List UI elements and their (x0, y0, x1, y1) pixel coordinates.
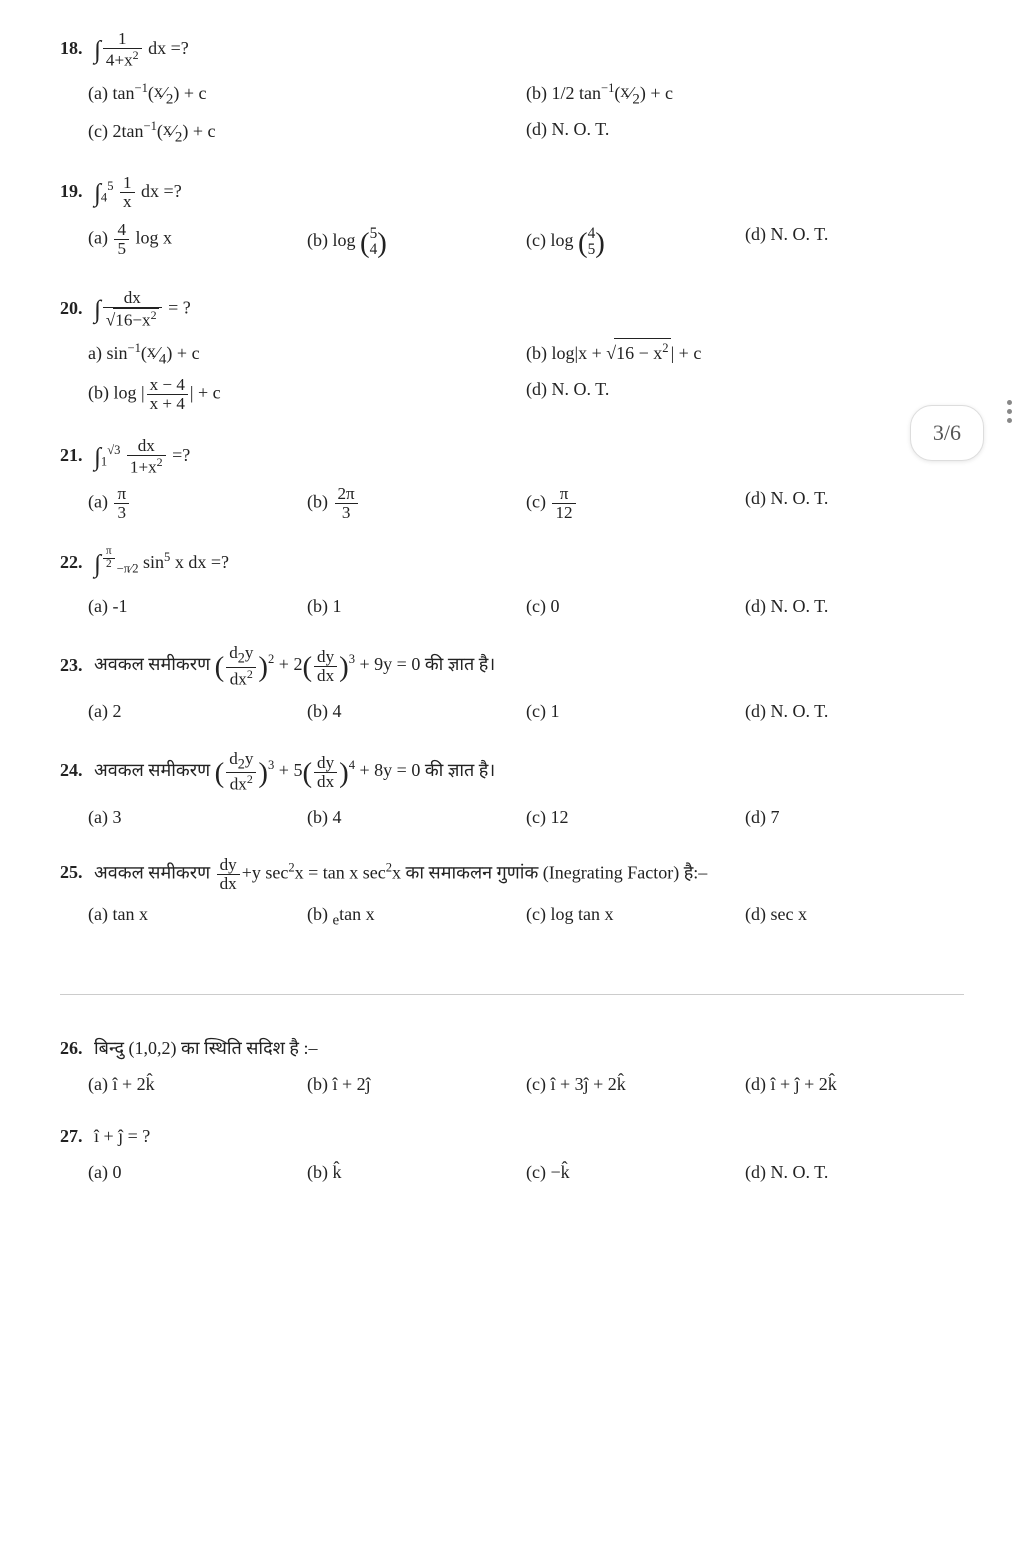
option: (b) î + 2ĵ (307, 1069, 526, 1101)
question-stem: ∫45 1x dx =? (94, 174, 182, 213)
option: (b) 4 (307, 802, 526, 834)
option-row: a) sin−1(x⁄4) + c(b) log|x + √16 − x2| +… (60, 336, 964, 415)
option: (b) log (54) (307, 219, 526, 268)
option: (d) N. O. T. (745, 591, 964, 623)
option: (d) N. O. T. (745, 696, 964, 728)
question-number: 21. (60, 442, 88, 470)
question-stem: ∫π2−π⁄2 sin5 x dx =? (94, 545, 229, 584)
option: (b) k̂ (307, 1157, 526, 1189)
option: (a) 3 (88, 802, 307, 834)
option: a) sin−1(x⁄4) + c (88, 336, 526, 374)
question-number: 26. (60, 1035, 88, 1063)
option: (c) −k̂ (526, 1157, 745, 1189)
question: 23.अवकल समीकरण (d2ydx2)2 + 2(dydx)3 + 9y… (60, 644, 964, 728)
question: 20.∫dx√16−x2 = ? a) sin−1(x⁄4) + c(b) log… (60, 289, 964, 414)
option-row: (a) π3(b) 2π3(c) π12(d) N. O. T. (60, 483, 964, 524)
option-row: (a) 45 log x(b) log (54)(c) log (45)(d) … (60, 219, 964, 268)
option: (a) 0 (88, 1157, 307, 1189)
option: (d) 7 (745, 802, 964, 834)
question: 24.अवकल समीकरण (d2ydx2)3 + 5(dydx)4 + 8y… (60, 750, 964, 834)
option: (d) N. O. T. (745, 483, 964, 524)
option: (b) 2π3 (307, 483, 526, 524)
option: (b) etan x (307, 899, 526, 935)
option: (c) log tan x (526, 899, 745, 935)
option: (b) 1 (307, 591, 526, 623)
question: 21.∫1√3 dx1+x2 =? (a) π3(b) 2π3(c) π12(d)… (60, 437, 964, 524)
question-stem: ∫dx√16−x2 = ? (94, 289, 191, 330)
question: 26.बिन्दु (1,0,2) का स्थिति सदिश है :– (a… (60, 1035, 964, 1101)
question-stem: ∫1√3 dx1+x2 =? (94, 437, 190, 477)
option: (b) 1/2 tan−1(x⁄2) + c (526, 76, 964, 114)
option: (c) î + 3ĵ + 2k̂ (526, 1069, 745, 1101)
option: (c) 12 (526, 802, 745, 834)
question-number: 18. (60, 35, 88, 63)
option: (d) sec x (745, 899, 964, 935)
option-row: (a) 0(b) k̂(c) −k̂(d) N. O. T. (60, 1157, 964, 1189)
option-row: (a) 3(b) 4(c) 12(d) 7 (60, 802, 964, 834)
question: 22.∫π2−π⁄2 sin5 x dx =? (a) -1(b) 1(c) 0(… (60, 545, 964, 622)
option: (b) log |x − 4x + 4| + c (88, 374, 526, 415)
option-row: (a) tan−1(x⁄2) + c(b) 1/2 tan−1(x⁄2) + c… (60, 76, 964, 152)
option: (c) log (45) (526, 219, 745, 268)
option: (a) -1 (88, 591, 307, 623)
option-row: (a) -1(b) 1(c) 0(d) N. O. T. (60, 591, 964, 623)
question-number: 23. (60, 652, 88, 680)
question-number: 24. (60, 757, 88, 785)
question-stem: अवकल समीकरण dydx+y sec2x = tan x sec2x क… (94, 856, 707, 893)
option: (d) N. O. T. (526, 374, 964, 415)
question-stem: अवकल समीकरण (d2ydx2)2 + 2(dydx)3 + 9y = … (94, 644, 495, 690)
question-stem: î + ĵ = ? (94, 1123, 150, 1151)
option: (d) î + ĵ + 2k̂ (745, 1069, 964, 1101)
page-indicator: 3/6 (910, 405, 984, 461)
option: (a) 2 (88, 696, 307, 728)
option: (c) 1 (526, 696, 745, 728)
menu-dots-icon[interactable] (1007, 400, 1012, 423)
option: (d) N. O. T. (745, 1157, 964, 1189)
option: (c) 2tan−1(x⁄2) + c (88, 114, 526, 152)
option: (a) π3 (88, 483, 307, 524)
option: (b) log|x + √16 − x2| + c (526, 336, 964, 374)
question-number: 22. (60, 549, 88, 577)
option: (c) 0 (526, 591, 745, 623)
option: (b) 4 (307, 696, 526, 728)
question: 27.î + ĵ = ? (a) 0(b) k̂(c) −k̂(d) N. O. … (60, 1123, 964, 1189)
option: (c) π12 (526, 483, 745, 524)
question-list: 18.∫14+x2 dx =? (a) tan−1(x⁄2) + c(b) 1/2… (60, 30, 964, 1189)
option: (d) N. O. T. (526, 114, 964, 152)
option-row: (a) î + 2k̂(b) î + 2ĵ(c) î + 3ĵ + 2k̂(d)… (60, 1069, 964, 1101)
option: (a) tan x (88, 899, 307, 935)
question: 19.∫45 1x dx =?(a) 45 log x(b) log (54)(… (60, 174, 964, 268)
question: 25.अवकल समीकरण dydx+y sec2x = tan x sec2… (60, 856, 964, 935)
option-row: (a) tan x(b) etan x(c) log tan x(d) sec … (60, 899, 964, 935)
question-stem: बिन्दु (1,0,2) का स्थिति सदिश है :– (94, 1035, 317, 1063)
question-stem: ∫14+x2 dx =? (94, 30, 189, 70)
question-stem: अवकल समीकरण (d2ydx2)3 + 5(dydx)4 + 8y = … (94, 750, 495, 796)
option-row: (a) 2(b) 4(c) 1(d) N. O. T. (60, 696, 964, 728)
question-number: 20. (60, 295, 88, 323)
option: (a) 45 log x (88, 219, 307, 268)
question-number: 19. (60, 178, 88, 206)
option: (d) N. O. T. (745, 219, 964, 268)
question-number: 25. (60, 859, 88, 887)
question: 18.∫14+x2 dx =? (a) tan−1(x⁄2) + c(b) 1/2… (60, 30, 964, 152)
option: (a) î + 2k̂ (88, 1069, 307, 1101)
option: (a) tan−1(x⁄2) + c (88, 76, 526, 114)
section-divider (60, 994, 964, 995)
question-number: 27. (60, 1123, 88, 1151)
